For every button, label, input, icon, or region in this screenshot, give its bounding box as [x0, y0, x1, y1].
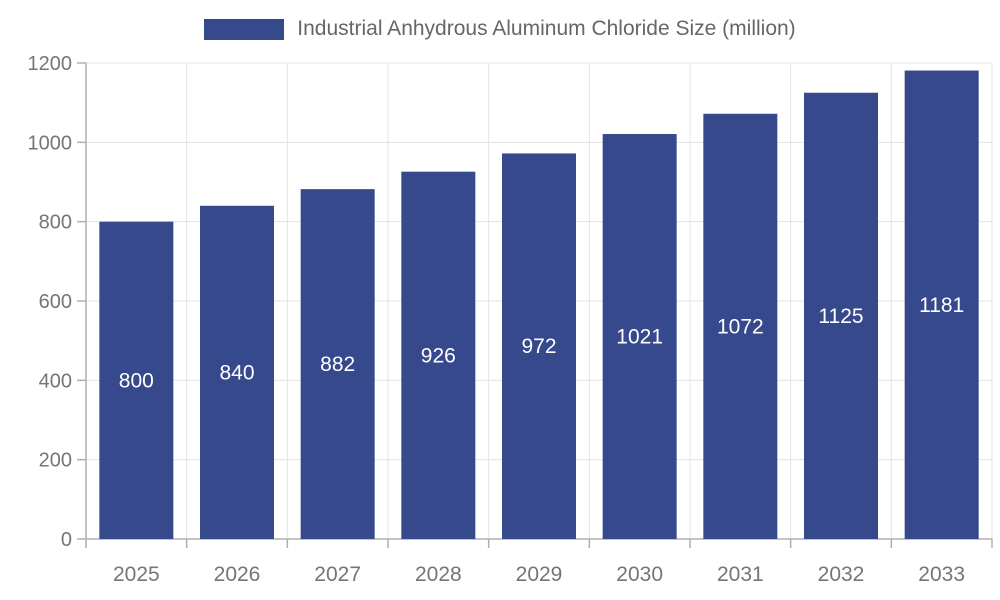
- y-tick-label: 400: [39, 370, 72, 392]
- y-tick-label: 1000: [28, 132, 73, 154]
- bar-2033: [904, 70, 979, 539]
- bar-2028: [401, 171, 476, 540]
- bar-2030: [602, 134, 677, 539]
- bar-value-label: 800: [119, 369, 154, 392]
- bar-2026: [200, 205, 274, 540]
- legend-swatch: [204, 18, 285, 40]
- y-tick-label: 200: [39, 450, 72, 472]
- bar-value-label: 1125: [818, 305, 863, 328]
- y-tick-label: 1200: [28, 53, 73, 75]
- x-tick-label: 2025: [113, 563, 160, 586]
- y-tick-label: 600: [39, 291, 72, 313]
- bar-value-label: 882: [320, 353, 355, 376]
- legend[interactable]: Industrial Anhydrous Aluminum Chloride S…: [0, 16, 1000, 42]
- bar-2027: [300, 189, 375, 539]
- bar-2025: [99, 221, 174, 539]
- x-tick-label: 2027: [314, 563, 361, 586]
- bar-value-label: 972: [521, 335, 556, 358]
- x-tick-label: 2032: [818, 563, 865, 586]
- bar-2032: [804, 92, 878, 539]
- bar-value-label: 926: [421, 344, 456, 367]
- x-tick-label: 2028: [415, 563, 462, 586]
- x-tick-label: 2030: [616, 563, 663, 586]
- bar-2031: [703, 113, 778, 540]
- y-tick-label: 0: [61, 529, 72, 551]
- bar-value-label: 1181: [919, 294, 964, 317]
- x-tick-label: 2031: [717, 563, 764, 586]
- legend-label: Industrial Anhydrous Aluminum Chloride S…: [297, 17, 796, 40]
- bar-value-label: 1072: [717, 315, 764, 338]
- x-tick-label: 2026: [214, 563, 261, 586]
- bar-2029: [502, 153, 576, 539]
- x-tick-label: 2033: [918, 563, 965, 586]
- bar-value-label: 840: [219, 361, 254, 384]
- bar-value-label: 1021: [616, 326, 663, 349]
- y-tick-label: 800: [39, 212, 72, 234]
- x-tick-label: 2029: [516, 563, 563, 586]
